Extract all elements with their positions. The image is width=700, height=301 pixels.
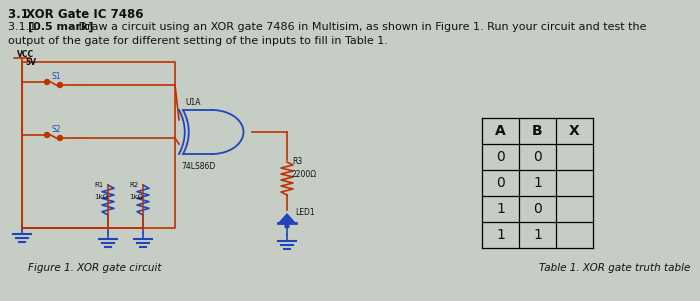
Circle shape	[57, 82, 62, 88]
Text: R2: R2	[129, 182, 138, 188]
Text: S1: S1	[52, 72, 62, 81]
Text: 0: 0	[496, 150, 505, 164]
Text: 1kΩ: 1kΩ	[94, 194, 108, 200]
Text: 3.1: 3.1	[8, 8, 33, 21]
Text: 1: 1	[496, 202, 505, 216]
Text: R1: R1	[94, 182, 104, 188]
Text: Figure 1. XOR gate circuit: Figure 1. XOR gate circuit	[28, 263, 162, 273]
Text: A: A	[495, 124, 506, 138]
Text: output of the gate for different setting of the inputs to fill in Table 1.: output of the gate for different setting…	[8, 36, 388, 46]
Text: 0: 0	[496, 176, 505, 190]
Text: LED1: LED1	[295, 208, 314, 217]
Text: Table 1. XOR gate truth table: Table 1. XOR gate truth table	[538, 263, 690, 273]
Text: 0: 0	[533, 202, 542, 216]
Polygon shape	[278, 213, 296, 223]
Circle shape	[285, 224, 289, 228]
Text: B: B	[532, 124, 542, 138]
Text: 1kΩ: 1kΩ	[129, 194, 143, 200]
Text: U1A: U1A	[185, 98, 200, 107]
Text: 1: 1	[496, 228, 505, 242]
Text: S2: S2	[52, 125, 62, 134]
Text: Draw a circuit using an XOR gate 7486 in Multisim, as shown in Figure 1. Run you: Draw a circuit using an XOR gate 7486 in…	[75, 22, 647, 32]
Text: R3: R3	[292, 157, 302, 166]
Text: 74LS86D: 74LS86D	[181, 162, 216, 171]
Circle shape	[57, 135, 62, 141]
Circle shape	[45, 132, 50, 138]
Text: XOR Gate IC 7486: XOR Gate IC 7486	[26, 8, 144, 21]
Text: 2200Ω: 2200Ω	[292, 170, 317, 179]
Text: 3.1.1: 3.1.1	[8, 22, 40, 32]
Text: 1: 1	[533, 176, 542, 190]
Text: [0.5 mark]: [0.5 mark]	[28, 22, 94, 32]
Text: 1: 1	[533, 228, 542, 242]
Text: VCC: VCC	[17, 50, 34, 59]
Text: X: X	[569, 124, 580, 138]
Text: 0: 0	[533, 150, 542, 164]
Text: 5V: 5V	[25, 58, 36, 67]
Circle shape	[45, 79, 50, 85]
